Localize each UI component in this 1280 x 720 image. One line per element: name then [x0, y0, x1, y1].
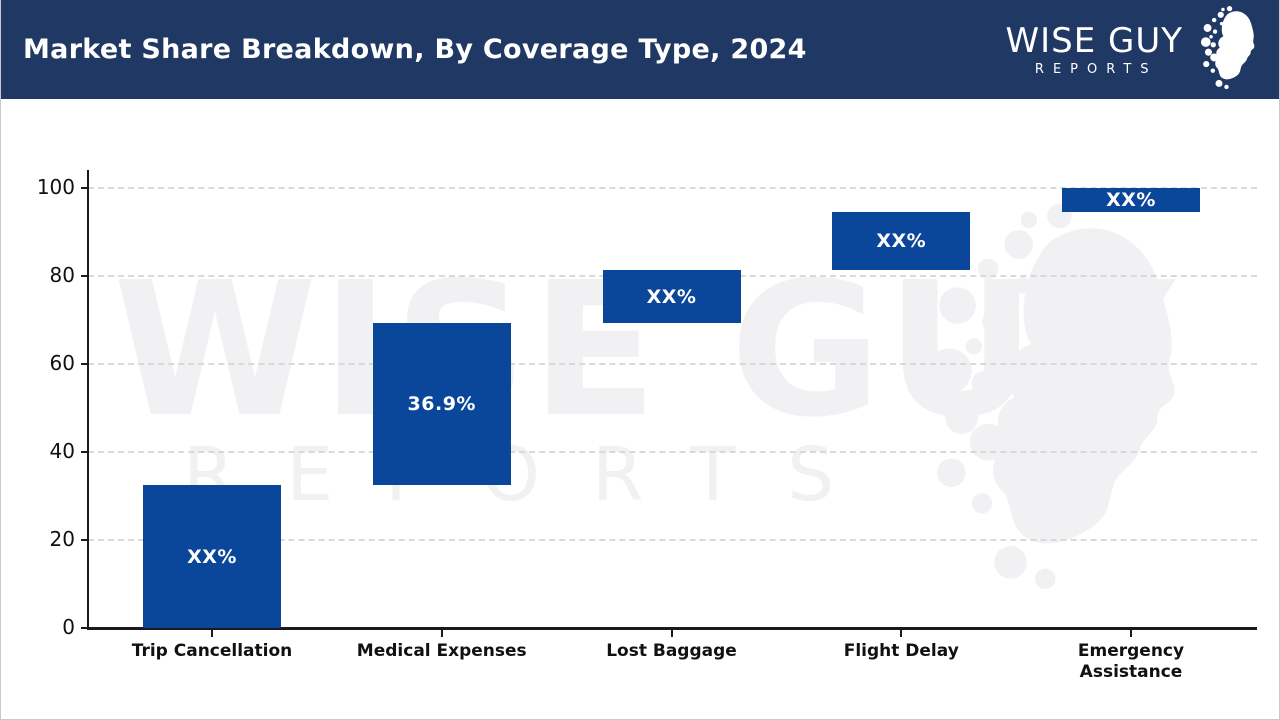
y-axis-tick-label: 20 [49, 527, 75, 551]
y-axis-tick [81, 363, 89, 365]
x-category-label: Lost Baggage [606, 641, 737, 661]
y-axis-tick [81, 187, 89, 189]
x-category-label: Trip Cancellation [131, 641, 293, 661]
x-category-label: Flight Delay [843, 641, 959, 661]
y-axis-line [87, 170, 89, 630]
x-axis-line [87, 627, 1257, 630]
x-category-label: Emergency Assistance [1077, 641, 1185, 683]
gridline-60 [88, 363, 1257, 365]
x-axis-tick [670, 630, 673, 637]
x-category-label: Medical Expenses [356, 641, 527, 661]
bar-value-label: XX% [646, 285, 697, 308]
y-axis-tick [81, 627, 89, 629]
gridline-20 [88, 539, 1257, 541]
x-axis-tick [1130, 630, 1132, 637]
brand-wordmark: WISE GUY [1005, 20, 1183, 61]
y-axis-tick-label: 0 [62, 615, 75, 639]
y-axis-tick-label: 80 [49, 263, 75, 287]
y-axis-tick-label: 100 [36, 175, 75, 199]
bar-value-label: 36.9% [407, 393, 476, 416]
y-axis-tick [81, 451, 89, 453]
waterfall-chart: 0 20 40 60 80 100 XX% Trip Cancellation 36.9% Med… [1, 99, 1279, 719]
header-bar: Market Share Breakdown, By Coverage Type… [1, 0, 1279, 99]
bar-segment: XX% [1062, 188, 1200, 212]
bar-segment: 36.9% [372, 323, 511, 486]
bar-value-label: XX% [187, 545, 237, 568]
y-axis-tick-label: 60 [49, 351, 75, 375]
x-axis-tick [440, 630, 443, 637]
bar-value-label: XX% [1106, 188, 1156, 211]
bar-segment: XX% [602, 270, 741, 324]
gridline-40 [88, 451, 1257, 453]
bar-segment: XX% [143, 485, 281, 628]
x-axis-tick [900, 630, 903, 637]
bar-segment: XX% [832, 211, 971, 271]
brand-subtext: REPORTS [1034, 61, 1158, 77]
y-axis-tick [81, 275, 89, 277]
y-axis-tick-label: 40 [49, 439, 75, 463]
bar-value-label: XX% [876, 230, 927, 252]
page-title: Market Share Breakdown, By Coverage Type… [23, 34, 807, 65]
x-axis-tick [211, 630, 213, 637]
brand-logo: WISE GUY REPORTS [1005, 4, 1273, 96]
y-axis-tick [81, 539, 89, 541]
brand-face-icon [1200, 6, 1255, 90]
brand-logo-text: WISE GUY REPORTS [1005, 24, 1183, 77]
gridline-100 [88, 187, 1257, 189]
